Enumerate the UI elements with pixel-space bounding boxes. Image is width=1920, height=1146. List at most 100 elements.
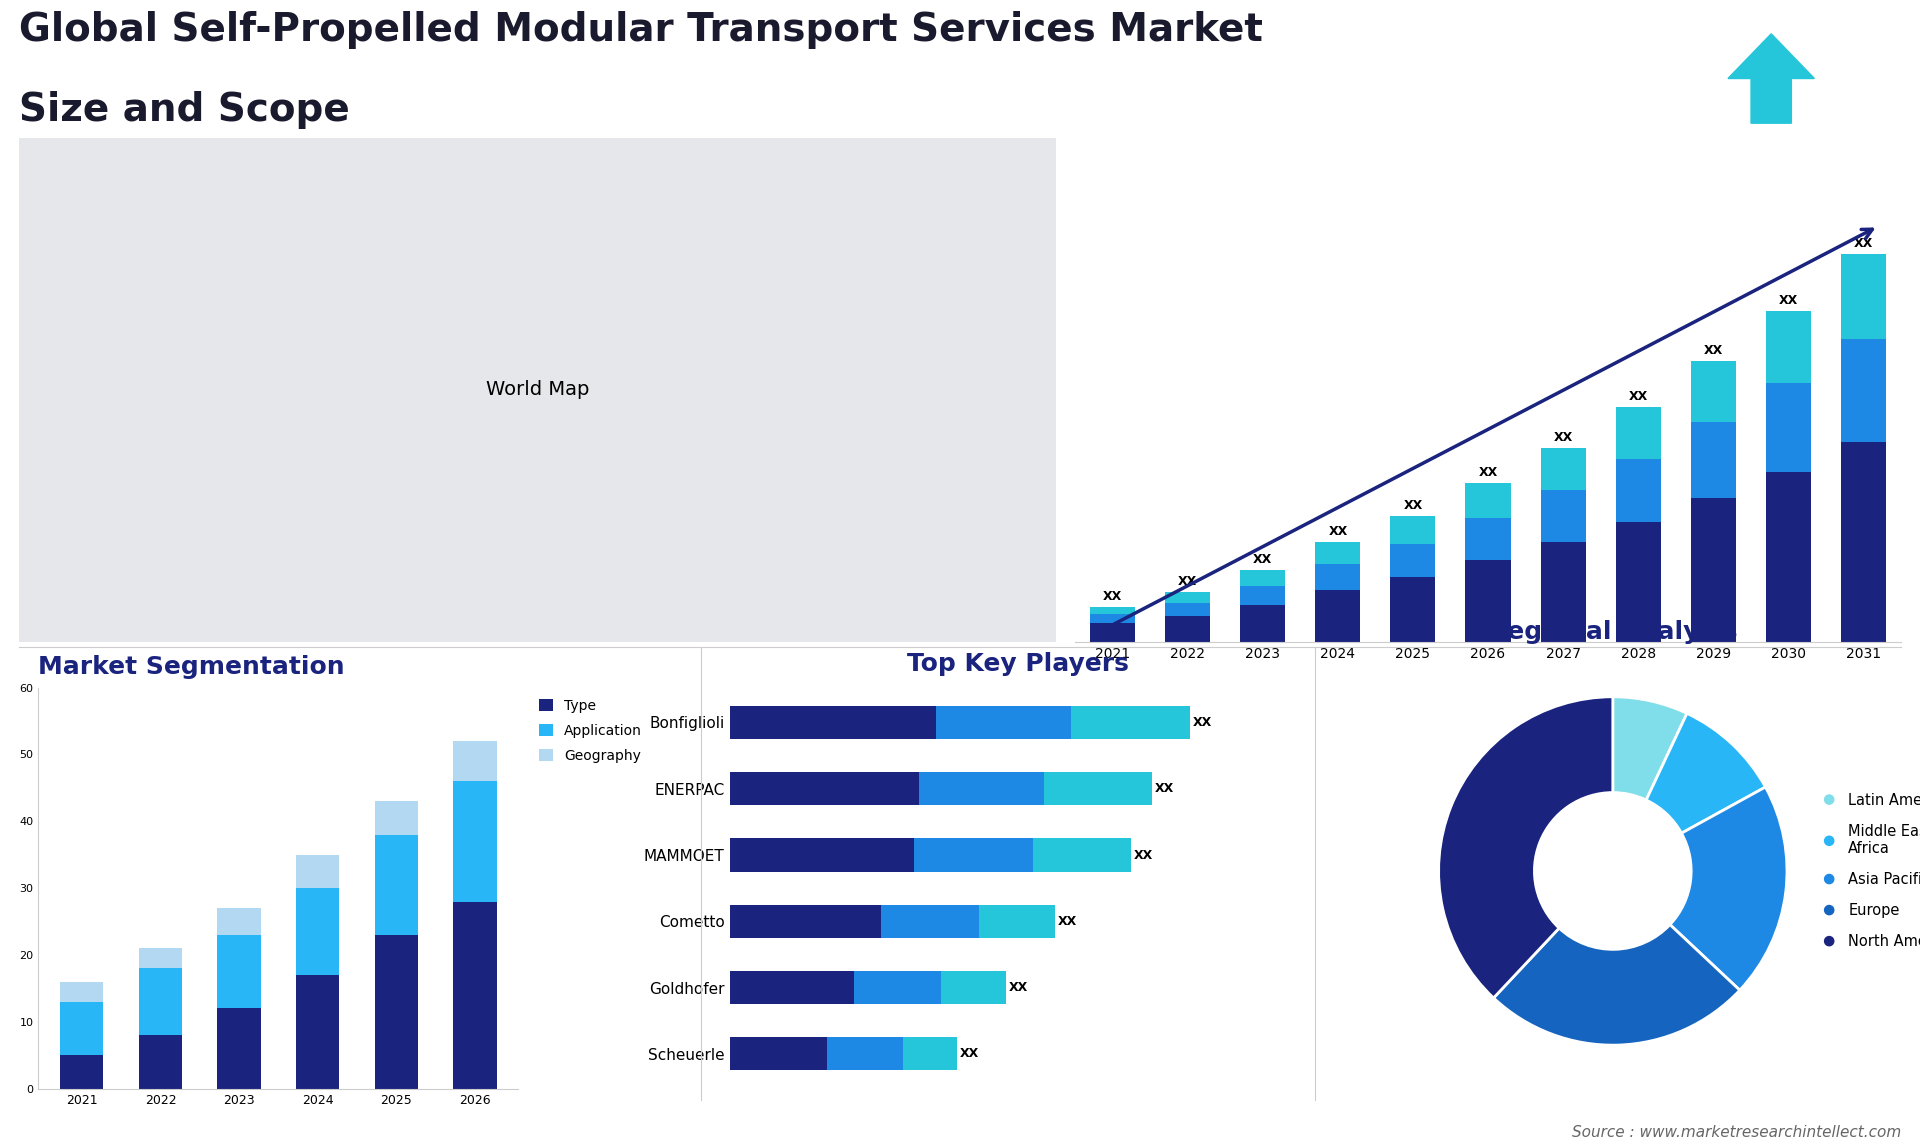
Bar <box>1692 361 1736 422</box>
Bar <box>1240 570 1284 587</box>
Bar <box>1692 497 1736 642</box>
Bar <box>1841 254 1885 339</box>
Text: XX: XX <box>1179 575 1198 588</box>
Bar <box>1841 442 1885 642</box>
Bar <box>1540 490 1586 542</box>
Bar <box>296 975 340 1089</box>
Bar <box>217 1008 261 1089</box>
Bar <box>1766 472 1811 642</box>
Bar <box>1540 542 1586 642</box>
Bar <box>914 839 1033 872</box>
Bar <box>1033 839 1131 872</box>
Text: MARKET
RESEARCH
INTELLECT: MARKET RESEARCH INTELLECT <box>1730 127 1784 157</box>
Text: Global Self-Propelled Modular Transport Services Market: Global Self-Propelled Modular Transport … <box>19 11 1263 49</box>
Bar <box>1091 606 1135 614</box>
Bar <box>1390 544 1436 578</box>
Bar <box>854 971 941 1004</box>
Bar <box>902 1037 958 1070</box>
Wedge shape <box>1645 713 1766 833</box>
Text: Size and Scope: Size and Scope <box>19 92 349 129</box>
Bar <box>1465 482 1511 518</box>
Bar <box>1540 448 1586 490</box>
Text: XX: XX <box>1192 716 1212 729</box>
Text: XX: XX <box>1778 295 1797 307</box>
Legend: Type, Application, Geography: Type, Application, Geography <box>536 694 647 767</box>
Bar <box>60 1055 104 1089</box>
Text: XX: XX <box>1853 237 1872 250</box>
Bar <box>217 908 261 935</box>
Text: Market Segmentation: Market Segmentation <box>38 654 346 678</box>
Bar <box>730 706 935 739</box>
Bar <box>1165 615 1210 642</box>
Wedge shape <box>1438 697 1613 998</box>
Bar <box>1465 560 1511 642</box>
Wedge shape <box>1494 925 1740 1045</box>
Bar <box>138 1035 182 1089</box>
Bar <box>730 904 881 937</box>
Bar <box>1044 772 1152 806</box>
Bar <box>453 782 497 902</box>
Bar <box>453 741 497 782</box>
Text: World Map: World Map <box>486 380 589 399</box>
Legend: Latin America, Middle East &
Africa, Asia Pacific, Europe, North America: Latin America, Middle East & Africa, Asi… <box>1816 787 1920 955</box>
Bar <box>1240 587 1284 605</box>
Text: XX: XX <box>1553 431 1572 445</box>
Text: XX: XX <box>1478 466 1498 479</box>
Bar <box>1390 516 1436 544</box>
Bar <box>296 888 340 975</box>
Bar <box>1091 614 1135 623</box>
Bar <box>1766 383 1811 472</box>
Bar <box>920 772 1044 806</box>
Bar <box>453 902 497 1089</box>
Polygon shape <box>1642 48 1728 124</box>
Text: XX: XX <box>960 1047 979 1060</box>
Text: XX: XX <box>1703 344 1722 358</box>
Bar <box>217 935 261 1008</box>
Bar <box>296 855 340 888</box>
Title: Regional Analysis: Regional Analysis <box>1488 620 1738 644</box>
Bar <box>730 1037 828 1070</box>
Bar <box>979 904 1054 937</box>
Bar <box>730 839 914 872</box>
Bar <box>374 801 419 834</box>
Text: XX: XX <box>1058 915 1077 928</box>
Bar <box>60 982 104 1002</box>
Bar <box>374 935 419 1089</box>
Text: XX: XX <box>1156 783 1175 795</box>
Text: XX: XX <box>1254 554 1273 566</box>
Bar <box>730 971 854 1004</box>
Text: XX: XX <box>1133 848 1152 862</box>
Bar <box>1766 312 1811 383</box>
Text: XX: XX <box>1008 981 1027 994</box>
Bar <box>1240 605 1284 642</box>
Bar <box>935 706 1071 739</box>
Bar <box>1091 623 1135 642</box>
Bar <box>1165 591 1210 603</box>
Bar <box>1615 407 1661 458</box>
Text: Source : www.marketresearchintellect.com: Source : www.marketresearchintellect.com <box>1572 1125 1901 1140</box>
Bar <box>1315 564 1361 590</box>
Bar <box>881 904 979 937</box>
Bar <box>1465 518 1511 560</box>
Text: XX: XX <box>1329 525 1348 539</box>
Title: Top Key Players: Top Key Players <box>906 652 1129 676</box>
Bar <box>1615 521 1661 642</box>
Bar <box>1071 706 1190 739</box>
Bar <box>828 1037 902 1070</box>
Bar <box>138 949 182 968</box>
Wedge shape <box>1670 787 1788 990</box>
Bar <box>1390 578 1436 642</box>
Bar <box>730 772 920 806</box>
Bar <box>1841 339 1885 442</box>
Bar <box>1165 603 1210 615</box>
Text: XX: XX <box>1628 391 1647 403</box>
Bar <box>1615 458 1661 521</box>
Text: XX: XX <box>1404 500 1423 512</box>
Text: XX: XX <box>1104 590 1123 603</box>
Bar <box>374 834 419 935</box>
Polygon shape <box>1728 33 1814 124</box>
Bar <box>1315 542 1361 564</box>
Wedge shape <box>1613 697 1688 800</box>
Bar <box>138 968 182 1035</box>
Bar <box>60 1002 104 1055</box>
